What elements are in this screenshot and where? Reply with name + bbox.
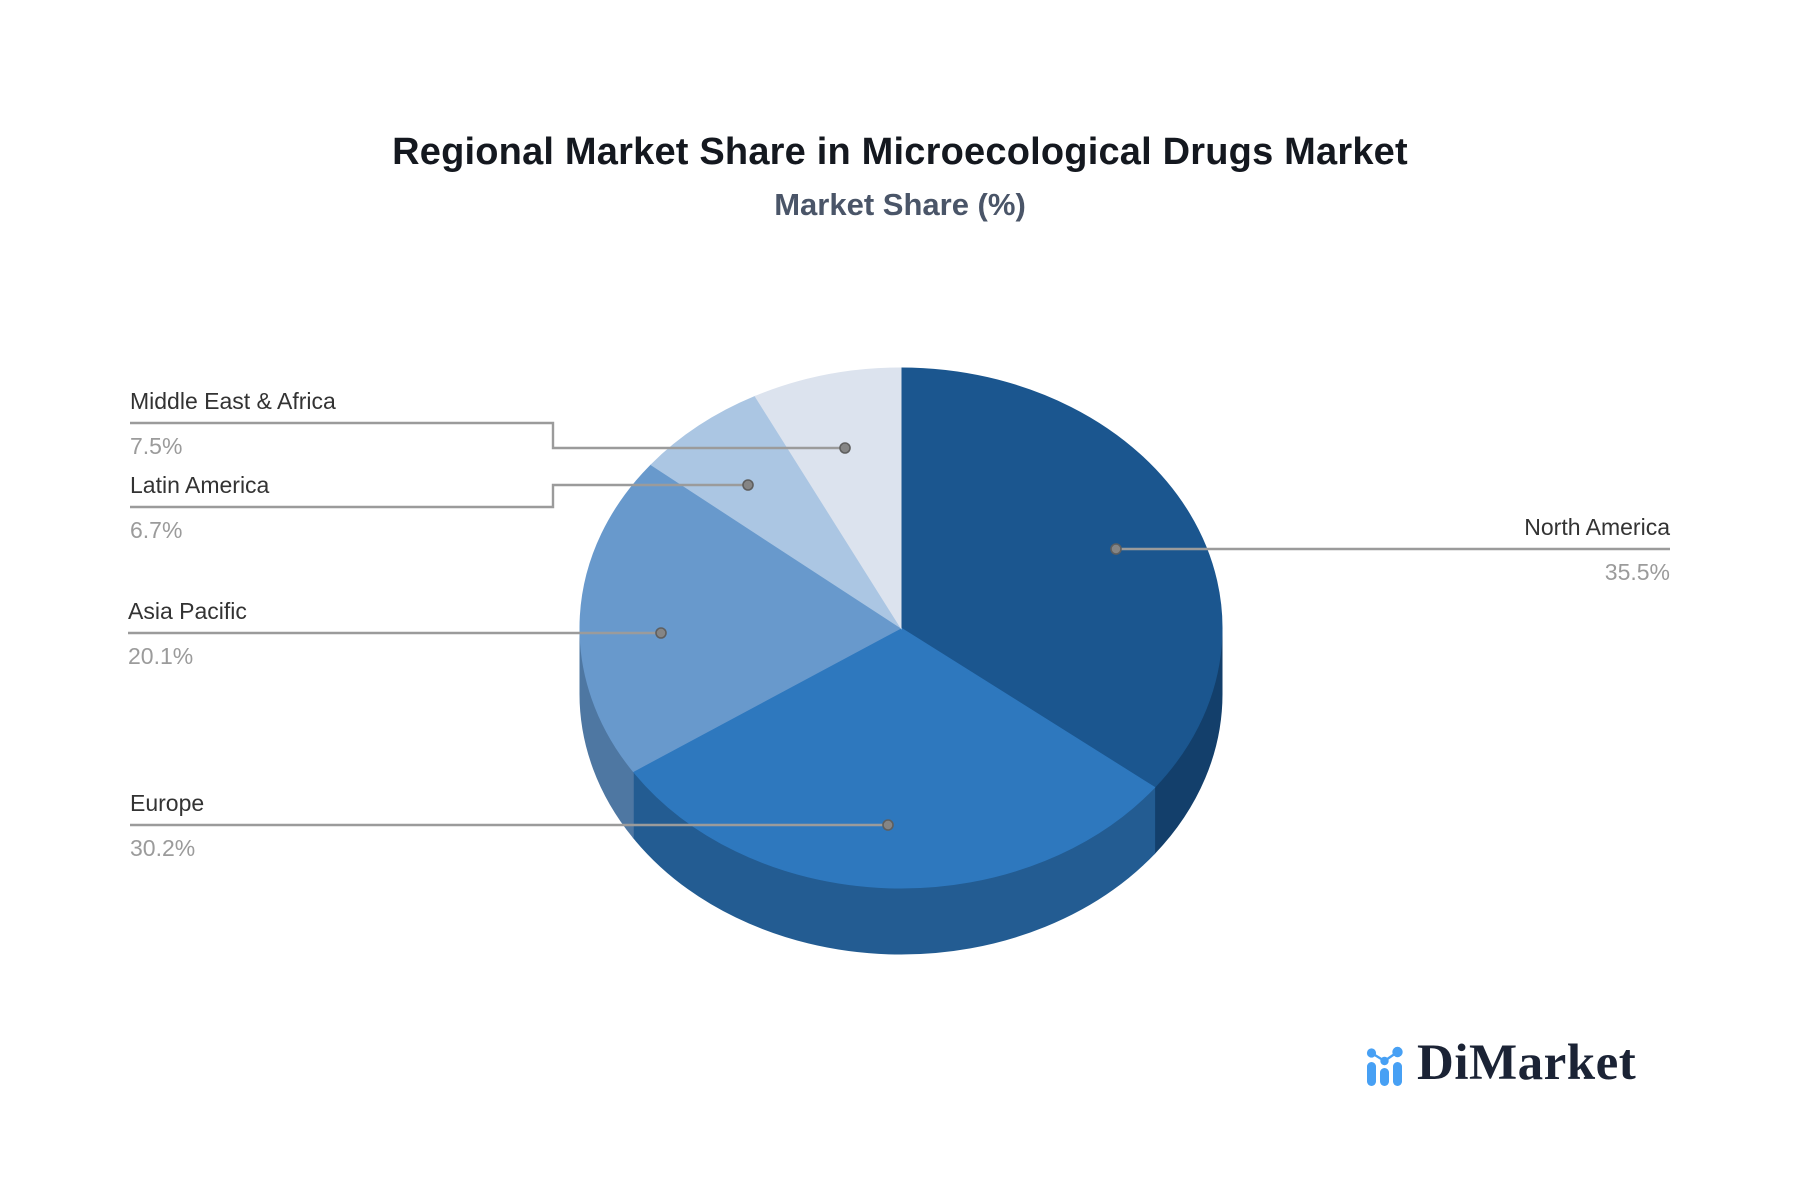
pie-slice-middle-east-and-africa[interactable] xyxy=(754,367,902,630)
slice-label-north-america: North America xyxy=(1524,514,1670,540)
chart-subtitle: Market Share (%) xyxy=(774,187,1026,222)
brand-logo: DiMarket xyxy=(1365,1035,1637,1091)
connector-dot-north-america xyxy=(1110,543,1122,555)
slice-label-middle-east-and-africa: Middle East & Africa xyxy=(130,388,336,414)
pie-slice-north-america[interactable] xyxy=(900,367,1223,789)
slice-value-asia-pacific: 20.1% xyxy=(128,643,194,669)
pie-slice-latin-america[interactable] xyxy=(650,395,902,629)
slice-value-latin-america: 6.7% xyxy=(130,517,183,543)
connector-latin-america xyxy=(130,483,748,509)
slice-value-middle-east-and-africa: 7.5% xyxy=(130,433,183,459)
slice-value-europe: 30.2% xyxy=(130,835,196,861)
pie-slice-europe[interactable] xyxy=(632,627,1156,889)
connector-dot-middle-east-and-africa xyxy=(839,442,851,454)
slice-label-latin-america: Latin America xyxy=(130,472,270,498)
chart-title: Regional Market Share in Microecological… xyxy=(392,131,1408,173)
slice-label-europe: Europe xyxy=(130,790,205,816)
connector-middle-east-and-africa xyxy=(130,421,845,450)
brand-name: DiMarket xyxy=(1417,1035,1637,1091)
connector-dot-latin-america xyxy=(742,479,754,491)
bar-line-chart-icon xyxy=(1366,1046,1403,1086)
slice-value-north-america: 35.5% xyxy=(1604,559,1670,585)
connector-dot-asia-pacific xyxy=(655,627,667,639)
connector-dot-europe xyxy=(882,819,894,831)
pie-slice-asia-pacific[interactable] xyxy=(579,464,902,773)
slice-label-asia-pacific: Asia Pacific xyxy=(128,598,247,624)
